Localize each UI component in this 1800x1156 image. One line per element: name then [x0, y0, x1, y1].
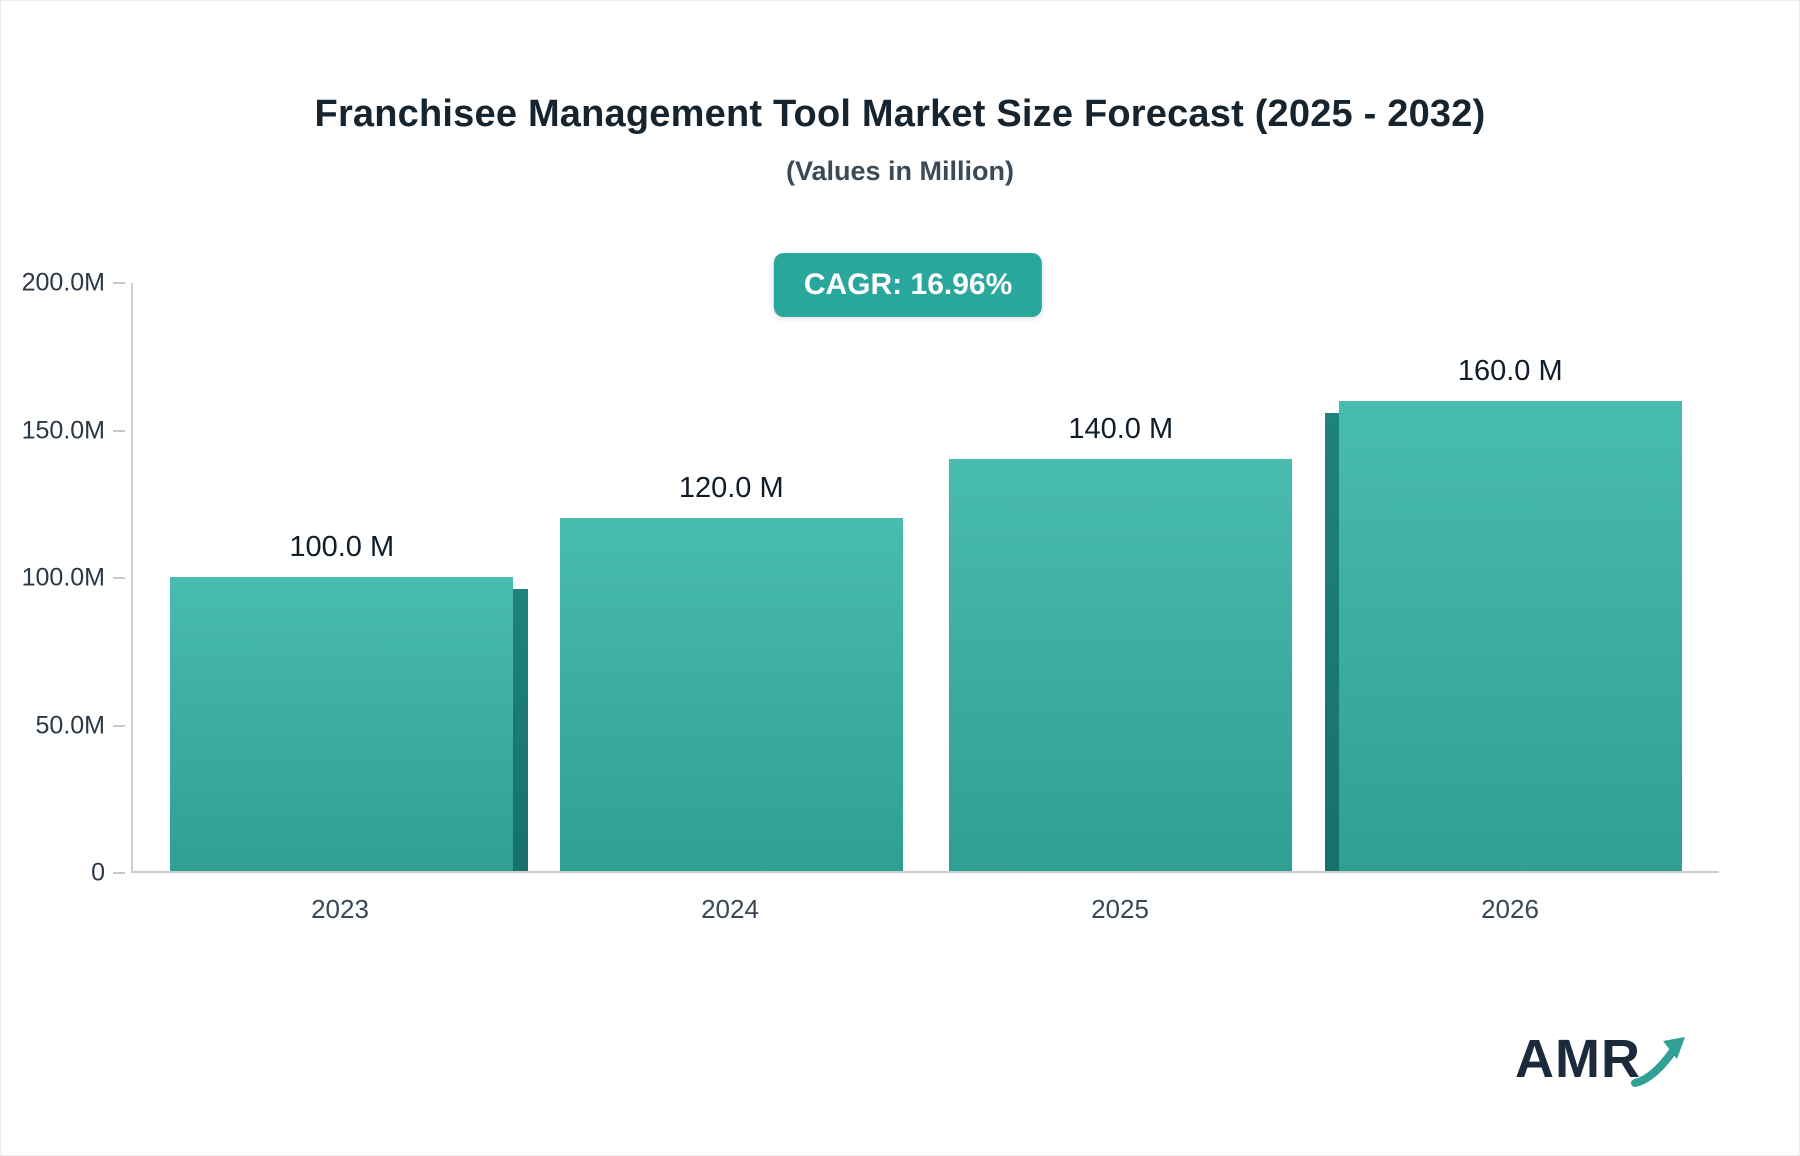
x-axis-label: 2026 — [1481, 894, 1539, 924]
bar-slot: 160.0 M — [1316, 283, 1706, 872]
bar-value-label: 120.0 M — [678, 472, 784, 505]
y-tick-mark — [113, 724, 125, 727]
chart-title: Franchisee Management Tool Market Size F… — [314, 93, 1486, 135]
bar-slot: 100.0 M — [147, 283, 537, 871]
chart-header: Franchisee Management Tool Market Size F… — [1, 1, 1799, 187]
bar-2025: 140.0 M — [949, 413, 1293, 871]
y-tick-mark — [113, 872, 125, 874]
chart-subtitle: (Values in Million) — [785, 156, 1015, 186]
y-tick-mark — [113, 577, 125, 579]
growth-arrow-icon — [1631, 1037, 1685, 1087]
bar-2024: 120.0 M — [559, 472, 903, 871]
x-axis-label: 2024 — [701, 894, 759, 924]
bar-value-label: 160.0 M — [1457, 354, 1563, 387]
amr-logo-text: AMR — [1515, 1029, 1641, 1089]
bar-value-label: 140.0 M — [1068, 413, 1174, 446]
bar-chart: CAGR: 16.96% 200.0M 150.0M 100.0M 50.0M 0 10… — [1, 205, 1799, 925]
y-tick-mark — [113, 282, 125, 284]
bar-2023: 100.0 M — [170, 531, 528, 871]
amr-logo: AMR — [1515, 1025, 1689, 1093]
bar-value-label: 100.0 M — [289, 531, 395, 563]
y-tick-label: 200.0M — [21, 268, 105, 297]
bar-slot: 120.0 M — [537, 283, 927, 871]
y-axis: 200.0M 150.0M 100.0M 50.0M 0 — [1, 269, 131, 887]
y-tick-label: 150.0M — [21, 416, 105, 444]
y-tick-label: 50.0M — [35, 711, 105, 739]
y-tick-mark — [113, 429, 125, 432]
x-axis-label: 2025 — [1091, 894, 1149, 924]
y-tick-label: 0 — [91, 858, 105, 887]
bar-slot: 140.0 M — [926, 283, 1316, 871]
x-axis: 2023 2024 2025 2026 — [131, 894, 1719, 925]
bar-2026: 160.0 M — [1324, 355, 1682, 872]
plot-area: 100.0 M 120.0 M 140.0 M 160.0 M — [131, 283, 1719, 873]
y-tick-label: 100.0M — [21, 563, 105, 592]
cagr-badge: CAGR: 16.96% — [773, 253, 1043, 317]
x-axis-label: 2023 — [311, 894, 369, 924]
